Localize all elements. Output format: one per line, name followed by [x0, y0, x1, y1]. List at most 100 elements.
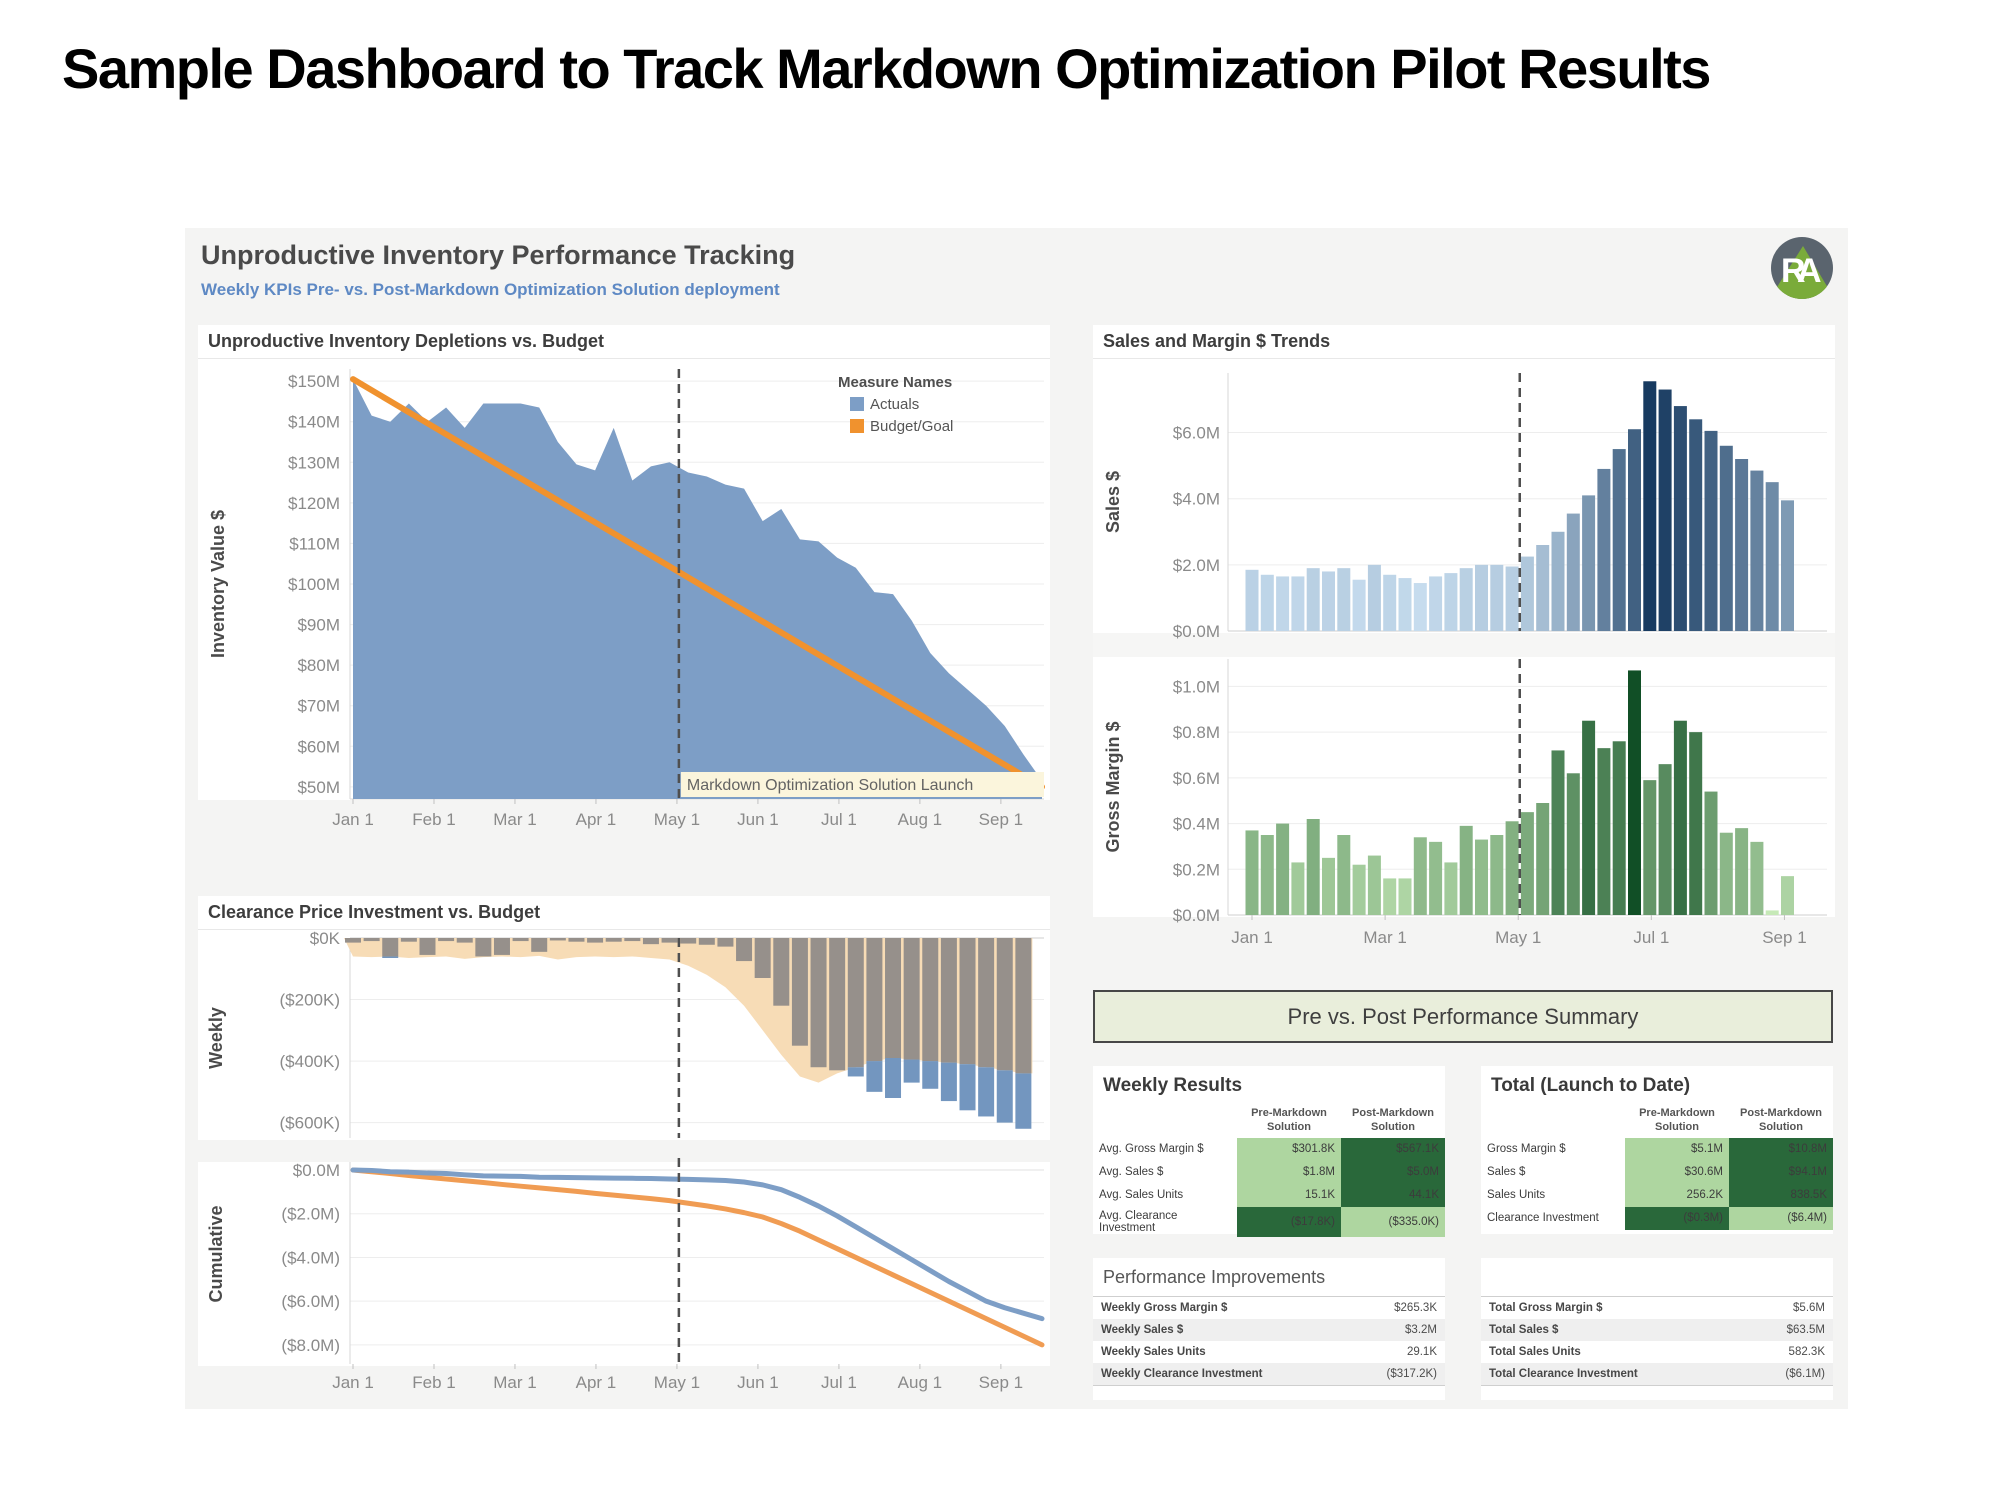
- svg-text:Feb 1: Feb 1: [412, 1373, 455, 1392]
- performance-improvements-block: Performance Improvements Weekly Gross Ma…: [1093, 1258, 1445, 1400]
- svg-text:($400K): ($400K): [280, 1052, 340, 1071]
- svg-text:$50M: $50M: [297, 778, 340, 797]
- clearance-chart-panel: Clearance Price Investment vs. Budget $0…: [198, 896, 1050, 1396]
- svg-text:($4.0M): ($4.0M): [281, 1248, 340, 1267]
- svg-text:$120M: $120M: [288, 494, 340, 513]
- table-row: Avg. Gross Margin $ $301.8K $567.1K: [1093, 1137, 1445, 1161]
- row-label: Weekly Sales Units: [1101, 1346, 1206, 1358]
- svg-text:Actuals: Actuals: [870, 396, 919, 413]
- svg-text:$2.0M: $2.0M: [1173, 556, 1220, 575]
- svg-text:($6.0M): ($6.0M): [281, 1292, 340, 1311]
- page-title: Sample Dashboard to Track Markdown Optim…: [62, 37, 1711, 100]
- total-improvements-table: Total Gross Margin $ $5.6M Total Sales $ $6…: [1481, 1296, 1833, 1386]
- svg-text:($600K): ($600K): [280, 1114, 340, 1133]
- row-label: Total Gross Margin $: [1489, 1302, 1603, 1314]
- svg-text:R: R: [1781, 252, 1806, 290]
- svg-text:$80M: $80M: [297, 656, 340, 675]
- post-markdown-value: ($6.4M): [1729, 1206, 1833, 1230]
- svg-text:$0.6M: $0.6M: [1173, 769, 1220, 788]
- svg-text:$0K: $0K: [310, 930, 341, 948]
- pre-markdown-value: $1.8M: [1237, 1160, 1341, 1184]
- svg-text:($8.0M): ($8.0M): [281, 1336, 340, 1355]
- inventory-chart-title: Unproductive Inventory Depletions vs. Bu…: [198, 325, 1050, 359]
- svg-text:($200K): ($200K): [280, 991, 340, 1010]
- row-label: Total Sales $: [1489, 1324, 1559, 1336]
- row-label: Sales Units: [1487, 1189, 1546, 1202]
- svg-text:Jan 1: Jan 1: [1231, 928, 1273, 947]
- svg-text:$110M: $110M: [289, 534, 340, 553]
- svg-text:$0.0M: $0.0M: [1173, 622, 1220, 641]
- svg-text:$130M: $130M: [288, 453, 340, 472]
- inventory-chart-panel: Unproductive Inventory Depletions vs. Bu…: [198, 325, 1050, 858]
- table-row: Sales $ $30.6M $94.1M: [1481, 1160, 1833, 1184]
- svg-text:Jul 1: Jul 1: [821, 1373, 857, 1392]
- row-label: Avg. Clearance Investment: [1099, 1209, 1178, 1234]
- column-header: Pre-Markdown Solution: [1639, 1107, 1715, 1134]
- pre-markdown-value: $5.1M: [1625, 1137, 1729, 1161]
- svg-text:May 1: May 1: [654, 1373, 700, 1392]
- clearance-investment-chart[interactable]: $0K ($200K) ($400K) ($600K) $0.0M ($2.0M) ($4.…: [198, 929, 1050, 1396]
- column-header: Post-Markdown Solution: [1352, 1107, 1434, 1134]
- svg-text:Mar 1: Mar 1: [493, 810, 536, 829]
- svg-text:Sep 1: Sep 1: [1762, 928, 1806, 947]
- svg-text:Sales $: Sales $: [1103, 471, 1123, 533]
- weekly-results-block: Weekly Results Pre-Markdown Solution Post…: [1093, 1066, 1445, 1237]
- row-label: Avg. Sales Units: [1099, 1189, 1184, 1202]
- table-row: Total Sales Units 582.3K: [1481, 1341, 1833, 1363]
- total-results-table: Pre-Markdown Solution Post-Markdown Solut…: [1481, 1104, 1833, 1230]
- pre-markdown-value: $301.8K: [1237, 1137, 1341, 1161]
- svg-text:Inventory Value $: Inventory Value $: [208, 510, 228, 658]
- row-value: 582.3K: [1788, 1346, 1825, 1358]
- row-label: Total Clearance Investment: [1489, 1368, 1638, 1380]
- post-markdown-value: 838.5K: [1729, 1183, 1833, 1207]
- post-markdown-value: $5.0M: [1341, 1160, 1445, 1184]
- row-label: Weekly Sales $: [1101, 1324, 1184, 1336]
- svg-text:$60M: $60M: [297, 737, 340, 756]
- svg-text:$0.4M: $0.4M: [1173, 815, 1220, 834]
- pre-markdown-value: $30.6M: [1625, 1160, 1729, 1184]
- svg-text:Gross Margin $: Gross Margin $: [1103, 721, 1123, 852]
- table-row: Total Clearance Investment ($6.1M): [1481, 1363, 1833, 1386]
- row-label: Weekly Clearance Investment: [1101, 1368, 1263, 1380]
- row-value: 29.1K: [1406, 1346, 1437, 1358]
- table-row: Clearance Investment ($0.3M) ($6.4M): [1481, 1206, 1833, 1230]
- weekly-results-title: Weekly Results: [1103, 1075, 1243, 1096]
- svg-text:May 1: May 1: [1495, 928, 1541, 947]
- svg-text:Jun 1: Jun 1: [737, 1373, 779, 1392]
- trends-chart-panel: Sales and Margin $ Trends $0.0M $2.0M $4.0…: [1093, 325, 1835, 960]
- table-row: Weekly Gross Margin $ $265.3K: [1093, 1297, 1445, 1320]
- sales-margin-trends-chart[interactable]: $0.0M $2.0M $4.0M $6.0M Sales $ $0.0M $0.2M $0.…: [1093, 359, 1835, 960]
- row-value: $265.3K: [1394, 1302, 1437, 1314]
- pre-markdown-value: 256.2K: [1625, 1183, 1729, 1207]
- svg-text:Jun 1: Jun 1: [737, 810, 779, 829]
- post-markdown-value: $94.1M: [1729, 1160, 1833, 1184]
- row-value: ($6.1M): [1785, 1368, 1825, 1380]
- table-row: Avg. Sales Units 15.1K 44.1K: [1093, 1183, 1445, 1207]
- inventory-depletions-chart[interactable]: $150M $140M $130M $120M $110M $100M $90M $80M $7…: [198, 359, 1050, 858]
- svg-text:Cumulative: Cumulative: [206, 1205, 226, 1302]
- table-row: Avg. Sales $ $1.8M $5.0M: [1093, 1160, 1445, 1184]
- table-row: Sales Units 256.2K 838.5K: [1481, 1183, 1833, 1207]
- post-markdown-value: ($335.0K): [1341, 1206, 1445, 1237]
- row-label: Avg. Gross Margin $: [1099, 1143, 1204, 1156]
- table-header-row: Pre-Markdown Solution Post-Markdown Solut…: [1481, 1104, 1833, 1138]
- table-header-row: Pre-Markdown Solution Post-Markdown Solut…: [1093, 1104, 1445, 1138]
- dashboard-subtitle: Weekly KPIs Pre- vs. Post-Markdown Optim…: [201, 280, 780, 299]
- post-markdown-value: $567.1K: [1341, 1137, 1445, 1161]
- summary-header: Pre vs. Post Performance Summary: [1093, 990, 1833, 1043]
- table-row: Total Sales $ $63.5M: [1481, 1319, 1833, 1341]
- svg-text:Measure Names: Measure Names: [838, 374, 952, 391]
- trends-chart-title: Sales and Margin $ Trends: [1093, 325, 1835, 359]
- svg-text:$0.0M: $0.0M: [293, 1161, 340, 1180]
- svg-text:Budget/Goal: Budget/Goal: [870, 418, 953, 435]
- svg-text:$150M: $150M: [288, 372, 340, 391]
- table-row: Avg. Clearance Investment ($17.8K) ($335.0…: [1093, 1206, 1445, 1237]
- svg-text:Sep 1: Sep 1: [979, 1373, 1023, 1392]
- svg-text:Jan 1: Jan 1: [332, 810, 374, 829]
- svg-text:$100M: $100M: [288, 575, 340, 594]
- svg-text:Apr 1: Apr 1: [576, 810, 617, 829]
- svg-text:$0.2M: $0.2M: [1173, 860, 1220, 879]
- row-value: ($317.2K): [1386, 1368, 1437, 1380]
- svg-text:May 1: May 1: [654, 810, 700, 829]
